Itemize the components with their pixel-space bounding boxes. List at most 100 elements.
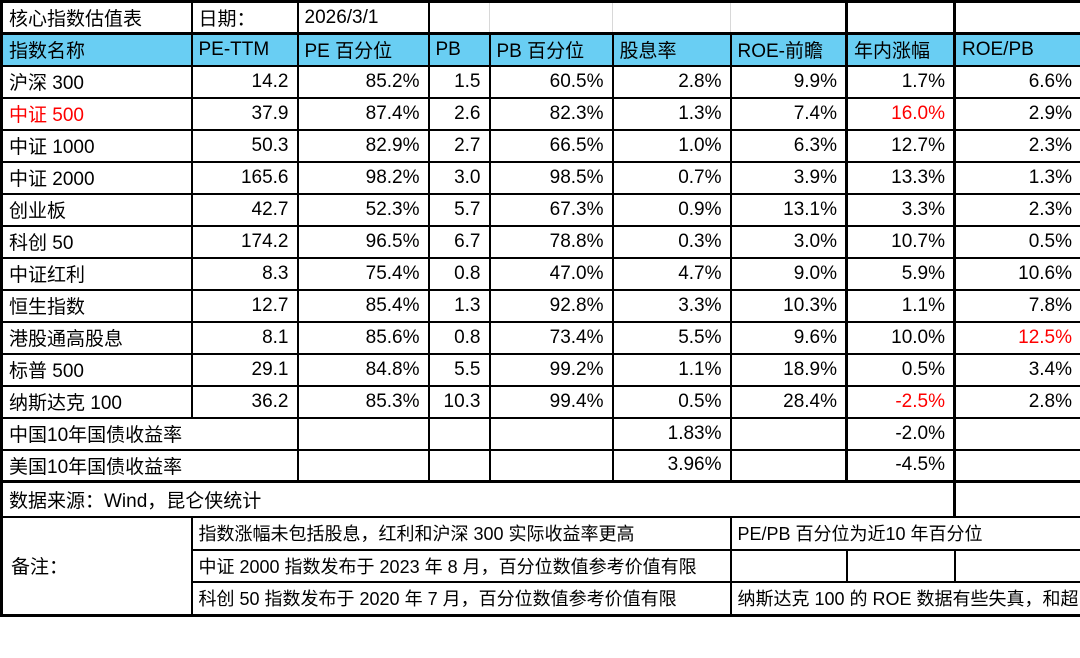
- value-cell[interactable]: 7.4%: [729, 96, 848, 131]
- value-cell[interactable]: 29.1: [190, 352, 299, 387]
- bond-name-cell[interactable]: 美国10年国债收益率: [0, 448, 299, 483]
- value-cell[interactable]: 10.3: [427, 384, 491, 419]
- value-cell[interactable]: 10.6%: [953, 256, 1080, 291]
- header-pe-ttm[interactable]: PE-TTM: [190, 32, 299, 67]
- value-cell[interactable]: 5.5%: [611, 320, 732, 355]
- value-cell[interactable]: 1.7%: [845, 64, 956, 99]
- empty-cell[interactable]: [296, 416, 430, 451]
- index-name-cell[interactable]: 纳斯达克 100: [0, 384, 193, 419]
- value-cell[interactable]: 67.3%: [488, 192, 614, 227]
- value-cell[interactable]: 75.4%: [296, 256, 430, 291]
- value-cell[interactable]: 3.3%: [611, 288, 732, 323]
- header-index-name[interactable]: 指数名称: [0, 32, 193, 67]
- value-cell[interactable]: 96.5%: [296, 224, 430, 259]
- bond-ytd-cell[interactable]: -4.5%: [845, 448, 956, 483]
- header-dividend-yield[interactable]: 股息率: [611, 32, 732, 67]
- empty-cell[interactable]: [729, 548, 848, 583]
- value-cell[interactable]: 3.0%: [729, 224, 848, 259]
- index-name-cell[interactable]: 中证红利: [0, 256, 193, 291]
- value-cell[interactable]: 36.2: [190, 384, 299, 419]
- value-cell[interactable]: 13.3%: [845, 160, 956, 195]
- value-cell[interactable]: 2.7: [427, 128, 491, 163]
- value-cell[interactable]: 82.3%: [488, 96, 614, 131]
- value-cell[interactable]: 99.4%: [488, 384, 614, 419]
- value-cell[interactable]: 3.0: [427, 160, 491, 195]
- empty-cell[interactable]: [845, 0, 956, 35]
- value-cell[interactable]: 0.8: [427, 256, 491, 291]
- empty-cell[interactable]: [427, 448, 491, 483]
- value-cell[interactable]: 28.4%: [729, 384, 848, 419]
- value-cell[interactable]: 1.1%: [611, 352, 732, 387]
- value-cell[interactable]: 4.7%: [611, 256, 732, 291]
- value-cell[interactable]: 78.8%: [488, 224, 614, 259]
- value-cell[interactable]: 0.5%: [611, 384, 732, 419]
- value-cell[interactable]: 85.3%: [296, 384, 430, 419]
- empty-cell[interactable]: [953, 416, 1080, 451]
- index-name-cell[interactable]: 恒生指数: [0, 288, 193, 323]
- header-pe-percentile[interactable]: PE 百分位: [296, 32, 430, 67]
- value-cell[interactable]: 3.9%: [729, 160, 848, 195]
- header-ytd-change[interactable]: 年内涨幅: [845, 32, 956, 67]
- value-cell[interactable]: 37.9: [190, 96, 299, 131]
- empty-cell[interactable]: [953, 0, 1080, 35]
- value-cell[interactable]: 92.8%: [488, 288, 614, 323]
- note-text-cell[interactable]: 中证 2000 指数发布于 2023 年 8 月，百分位数值参考价值有限: [190, 548, 732, 583]
- value-cell[interactable]: 8.1: [190, 320, 299, 355]
- value-cell[interactable]: 0.9%: [611, 192, 732, 227]
- value-cell[interactable]: 73.4%: [488, 320, 614, 355]
- header-roe-pb[interactable]: ROE/PB: [953, 32, 1080, 67]
- header-pb-percentile[interactable]: PB 百分位: [488, 32, 614, 67]
- bond-ytd-cell[interactable]: -2.0%: [845, 416, 956, 451]
- index-name-cell[interactable]: 科创 50: [0, 224, 193, 259]
- index-name-cell[interactable]: 港股通高股息: [0, 320, 193, 355]
- value-cell[interactable]: 2.8%: [953, 384, 1080, 419]
- bond-name-cell[interactable]: 中国10年国债收益率: [0, 416, 299, 451]
- note-text-cell[interactable]: PE/PB 百分位为近10 年百分位: [729, 515, 1080, 551]
- value-cell[interactable]: 14.2: [190, 64, 299, 99]
- empty-cell[interactable]: [729, 416, 848, 451]
- value-cell[interactable]: 85.6%: [296, 320, 430, 355]
- value-cell[interactable]: 9.6%: [729, 320, 848, 355]
- bond-yield-cell[interactable]: 3.96%: [611, 448, 732, 483]
- index-name-cell[interactable]: 沪深 300: [0, 64, 193, 99]
- index-name-cell[interactable]: 中证 500: [0, 96, 193, 131]
- value-cell[interactable]: 18.9%: [729, 352, 848, 387]
- value-cell[interactable]: 47.0%: [488, 256, 614, 291]
- value-cell[interactable]: 10.7%: [845, 224, 956, 259]
- value-cell[interactable]: 87.4%: [296, 96, 430, 131]
- note-text-cell[interactable]: 科创 50 指数发布于 2020 年 7 月，百分位数值参考价值有限: [190, 580, 732, 617]
- index-name-cell[interactable]: 创业板: [0, 192, 193, 227]
- empty-cell[interactable]: [953, 548, 1080, 583]
- value-cell[interactable]: 6.3%: [729, 128, 848, 163]
- value-cell[interactable]: 0.5%: [953, 224, 1080, 259]
- empty-cell[interactable]: [612, 0, 731, 35]
- value-cell[interactable]: 42.7: [190, 192, 299, 227]
- value-cell[interactable]: 12.7%: [845, 128, 956, 163]
- value-cell[interactable]: 0.3%: [611, 224, 732, 259]
- empty-cell[interactable]: [845, 548, 956, 583]
- notes-label-cell[interactable]: 备注：: [0, 515, 193, 617]
- value-cell[interactable]: 5.5: [427, 352, 491, 387]
- value-cell[interactable]: 8.3: [190, 256, 299, 291]
- empty-cell[interactable]: [427, 416, 491, 451]
- value-cell[interactable]: 10.3%: [729, 288, 848, 323]
- value-cell[interactable]: 85.2%: [296, 64, 430, 99]
- value-cell[interactable]: 0.8: [427, 320, 491, 355]
- value-cell[interactable]: 165.6: [190, 160, 299, 195]
- empty-cell[interactable]: [729, 448, 848, 483]
- value-cell[interactable]: 6.6%: [953, 64, 1080, 99]
- value-cell[interactable]: 13.1%: [729, 192, 848, 227]
- value-cell[interactable]: 5.7: [427, 192, 491, 227]
- value-cell[interactable]: 16.0%: [845, 96, 956, 131]
- empty-cell[interactable]: [488, 448, 614, 483]
- empty-cell[interactable]: [953, 480, 1080, 518]
- value-cell[interactable]: 12.7: [190, 288, 299, 323]
- value-cell[interactable]: -2.5%: [845, 384, 956, 419]
- value-cell[interactable]: 84.8%: [296, 352, 430, 387]
- value-cell[interactable]: 9.9%: [729, 64, 848, 99]
- value-cell[interactable]: 1.0%: [611, 128, 732, 163]
- value-cell[interactable]: 50.3: [190, 128, 299, 163]
- value-cell[interactable]: 2.9%: [953, 96, 1080, 131]
- index-name-cell[interactable]: 中证 2000: [0, 160, 193, 195]
- value-cell[interactable]: 1.5: [427, 64, 491, 99]
